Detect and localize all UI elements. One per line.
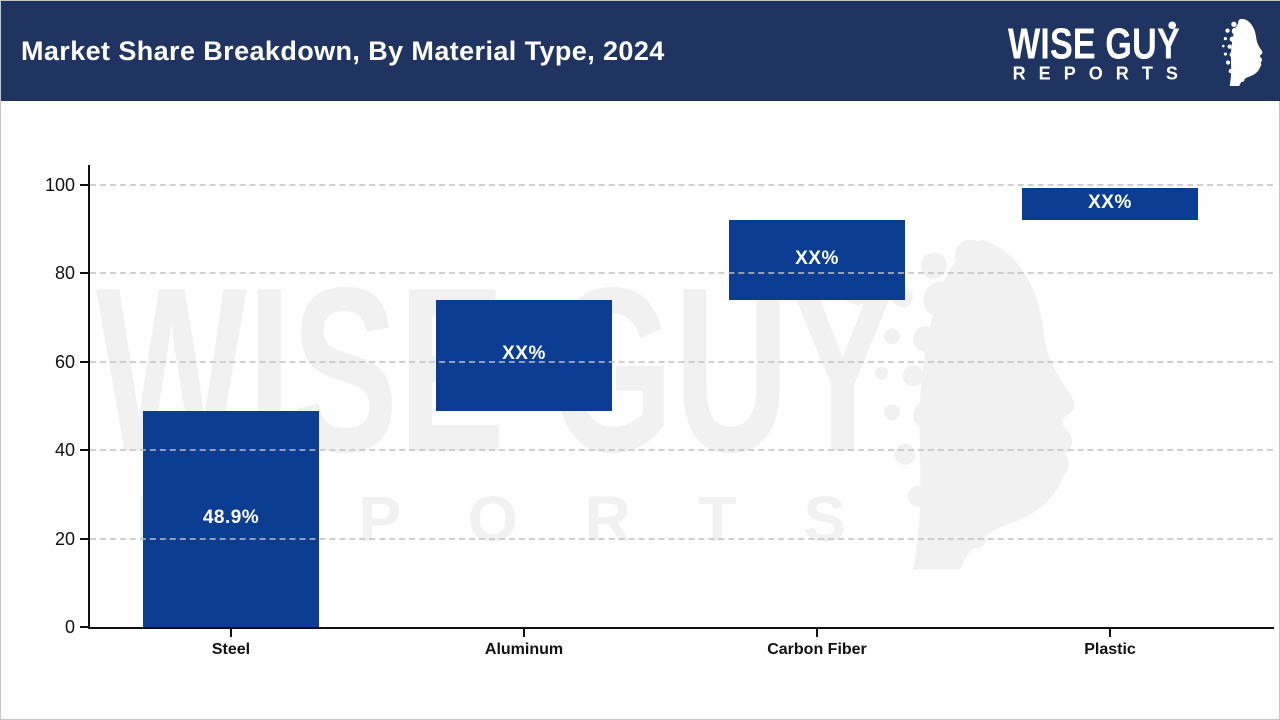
bar-label-steel: 48.9% [202, 506, 260, 528]
y-tick-60 [80, 360, 89, 363]
x-tick-label-aluminum: Aluminum [484, 641, 564, 658]
x-tick-plastic [1109, 629, 1111, 637]
y-tick-80 [80, 272, 89, 275]
gridline-100 [90, 183, 1273, 186]
bar-label-aluminum: XX% [502, 343, 546, 365]
y-tick-label-100: 100 [44, 174, 75, 195]
page-title: Market Share Breakdown, By Material Type… [21, 35, 665, 66]
bar-carbon-fiber [729, 220, 905, 300]
y-tick-label-80: 80 [54, 263, 75, 284]
logo-dot [1168, 21, 1176, 30]
x-tick-carbon-fiber [816, 629, 818, 637]
y-axis-spine [88, 165, 90, 629]
y-tick-label-40: 40 [54, 440, 75, 461]
y-tick-label-20: 20 [54, 528, 75, 549]
x-tick-label-plastic: Plastic [1084, 641, 1136, 658]
gridline-40 [90, 449, 1273, 452]
x-tick-aluminum [523, 629, 525, 637]
x-tick-steel [230, 629, 232, 637]
x-tick-label-carbon-fiber: Carbon Fiber [767, 641, 867, 658]
gridline-60 [90, 360, 1273, 363]
y-tick-label-60: 60 [54, 351, 75, 372]
y-tick-20 [80, 537, 89, 540]
logo-face-icon [1221, 18, 1263, 86]
bar-label-carbon-fiber: XX% [795, 248, 839, 270]
x-axis-spine [88, 627, 1274, 629]
bar-aluminum [436, 299, 612, 411]
y-tick-label-0: 0 [64, 617, 75, 637]
x-tick-label-steel: Steel [211, 641, 251, 658]
header-bar: Market Share Breakdown, By Material Type… [1, 1, 1280, 101]
gridline-20 [90, 537, 1273, 540]
logo-wordmark: WISE GUY [1008, 20, 1180, 69]
bar-steel [143, 410, 319, 627]
y-tick-40 [80, 449, 89, 452]
gridline-80 [90, 272, 1273, 275]
y-tick-0 [80, 626, 89, 628]
brand-logo: WISE GUY REPORTS [1005, 13, 1271, 89]
y-tick-100 [80, 183, 89, 186]
bar-plastic [1022, 188, 1198, 221]
wise-guy-logo-icon: WISE GUY REPORTS [1008, 18, 1263, 86]
bar-label-plastic: XX% [1088, 192, 1132, 214]
